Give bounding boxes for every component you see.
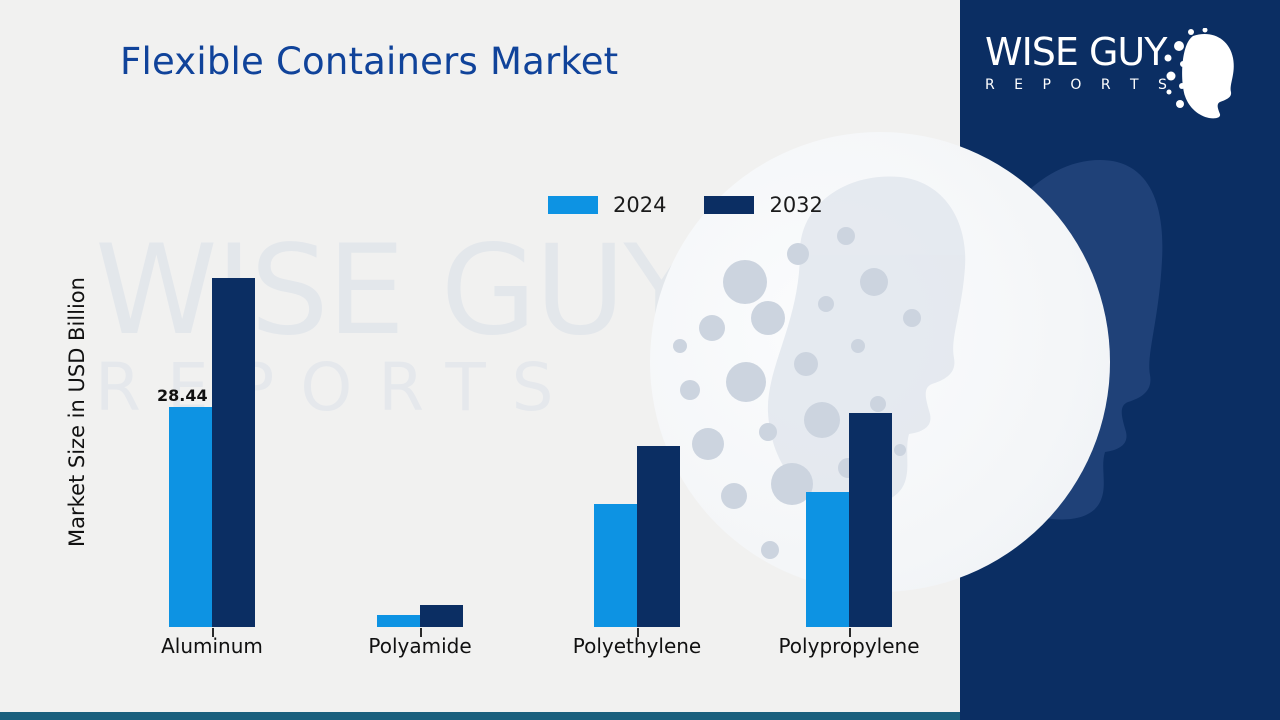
x-axis-label-polypropylene: Polypropylene bbox=[778, 634, 920, 658]
brand-logo: WISE GUY R E P O R T S bbox=[985, 28, 1234, 119]
brand-logo-name: WISE GUY bbox=[985, 30, 1167, 74]
legend-swatch-2024 bbox=[548, 196, 598, 214]
bar-polypropylene-2032[interactable] bbox=[849, 413, 892, 627]
x-axis-label-polyethylene: Polyethylene bbox=[572, 634, 702, 658]
x-axis-label-aluminum: Aluminum bbox=[161, 634, 263, 658]
bars-layer: 28.44 Aluminum Polyamide Polyethylene Polypr… bbox=[157, 278, 920, 658]
bar-aluminum-2024[interactable] bbox=[169, 406, 212, 627]
bar-polyethylene-2032[interactable] bbox=[637, 445, 680, 627]
x-axis-tick bbox=[849, 628, 851, 637]
x-axis-tick bbox=[420, 628, 422, 637]
logo-face-icon bbox=[1164, 28, 1234, 119]
bar-polyamide-2032[interactable] bbox=[420, 605, 463, 627]
page-title: Flexible Containers Market bbox=[120, 40, 619, 83]
brand-logo-subtitle: R E P O R T S bbox=[985, 77, 1175, 93]
accent-strip bbox=[0, 712, 960, 720]
bar-polyethylene-2024[interactable] bbox=[594, 503, 637, 627]
bar-polyamide-2024[interactable] bbox=[377, 614, 420, 627]
brand-dots-head bbox=[650, 132, 1110, 592]
legend-item-2024[interactable]: 2024 bbox=[548, 193, 666, 217]
legend-label-2032: 2032 bbox=[769, 193, 823, 217]
legend-label-2024: 2024 bbox=[613, 193, 667, 217]
bar-value-label: 28.44 bbox=[157, 385, 208, 405]
bar-aluminum-2032[interactable] bbox=[212, 278, 255, 627]
chart-area: Market Size in USD Billion 2024 2032 28.… bbox=[65, 193, 920, 658]
x-axis-tick bbox=[212, 628, 214, 637]
chart-legend: 2024 2032 bbox=[548, 193, 823, 217]
x-axis-tick bbox=[637, 628, 639, 637]
legend-item-2032[interactable]: 2032 bbox=[704, 193, 823, 217]
legend-swatch-2032 bbox=[704, 196, 755, 214]
x-axis-label-polyamide: Polyamide bbox=[368, 634, 472, 658]
bar-polypropylene-2024[interactable] bbox=[806, 492, 849, 627]
